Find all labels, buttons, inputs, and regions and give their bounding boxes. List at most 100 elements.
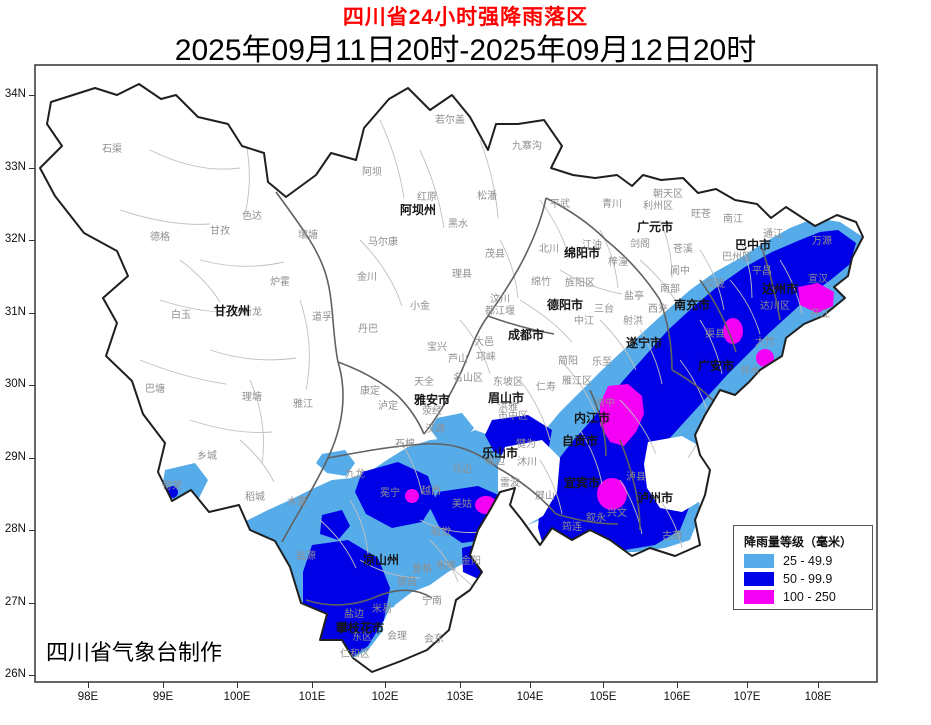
legend-box: 降雨量等级（毫米） 25 - 49.9 50 - 99.9 100 - 250	[733, 525, 873, 610]
lon-tick-mark	[236, 682, 238, 688]
county-label: 甘孜	[210, 226, 230, 237]
county-label: 巴州区	[722, 252, 752, 263]
prefecture-boundaries	[275, 191, 781, 606]
county-label: 雁江区	[562, 376, 592, 387]
county-label: 宣汉	[808, 274, 828, 285]
county-label: 木里	[287, 497, 307, 508]
county-label: 犍为	[516, 439, 536, 450]
county-label: 康定	[360, 386, 380, 397]
province-outline	[39, 83, 864, 673]
county-label: 朝天区	[653, 189, 683, 200]
county-label: 名山区	[453, 373, 483, 384]
county-label: 东坡区	[493, 377, 523, 388]
county-boundaries	[119, 119, 803, 609]
lat-tick-mark	[29, 457, 35, 459]
county-label: 剑阁	[630, 239, 650, 250]
prefecture-label: 宜宾市	[563, 476, 601, 490]
county-label: 石渠	[102, 144, 122, 155]
county-label: 古蔺	[662, 531, 682, 542]
county-label: 兴文	[607, 508, 627, 519]
lat-tick-label: 32N	[4, 233, 26, 245]
county-label: 泸县	[626, 472, 646, 483]
prefecture-label: 达州市	[761, 282, 799, 296]
county-label: 炉霍	[270, 277, 290, 288]
prefecture-label: 雅安市	[413, 393, 451, 407]
prefecture-label: 眉山市	[487, 391, 525, 405]
prefecture-label: 凉山州	[362, 553, 400, 567]
county-label: 屏山	[535, 491, 555, 502]
lon-tick-label: 105E	[589, 691, 617, 703]
county-label: 盐源	[296, 551, 316, 562]
prefecture-label: 德阳市	[546, 298, 584, 312]
legend-title: 降雨量等级（毫米）	[744, 535, 853, 549]
prefecture-label: 阿坝州	[399, 203, 437, 217]
county-label: 金川	[357, 272, 377, 283]
legend-label: 50 - 99.9	[783, 572, 833, 586]
prefecture-label: 甘孜州	[213, 304, 251, 318]
county-label: 阿坝	[362, 167, 382, 178]
county-label: 理县	[452, 269, 472, 280]
map-frame	[34, 64, 878, 683]
county-label: 理塘	[242, 392, 262, 403]
prefecture-label: 泸州市	[636, 491, 674, 505]
county-label: 筠连	[562, 522, 582, 533]
rain-extreme-layer	[405, 283, 834, 514]
county-label: 中江	[574, 316, 594, 327]
county-label: 马尔康	[368, 237, 398, 248]
county-label: 三台	[594, 304, 614, 315]
lon-tick-mark	[311, 682, 313, 688]
county-label: 昭觉	[431, 527, 451, 538]
county-label: 大邑	[474, 337, 494, 348]
county-label: 冕宁	[380, 488, 400, 499]
county-label: 射洪	[623, 316, 643, 327]
county-label: 小金	[410, 301, 430, 312]
lon-tick-label: 100E	[223, 691, 251, 703]
county-label: 宁南	[422, 596, 442, 607]
county-label: 都江堰	[485, 306, 515, 317]
legend-row-light: 25 - 49.9	[744, 554, 864, 568]
county-label: 邛崃	[476, 352, 496, 363]
county-label: 壤塘	[298, 230, 318, 241]
county-label: 白玉	[171, 310, 191, 321]
county-label: 会东	[424, 634, 444, 645]
county-label: 洪雅	[498, 402, 518, 413]
lat-tick-mark	[29, 239, 35, 241]
lon-tick-label: 101E	[298, 691, 326, 703]
lon-tick-label: 104E	[516, 691, 544, 703]
county-label: 利州区	[643, 201, 673, 212]
prefecture-label: 攀枝花市	[335, 621, 385, 635]
county-label: 米易	[372, 604, 392, 615]
county-label: 邻水	[740, 366, 760, 377]
lat-tick-mark	[29, 94, 35, 96]
county-label: 道孚	[312, 312, 332, 323]
rainfall-layers	[119, 119, 863, 664]
county-label: 黑水	[448, 219, 468, 230]
lon-tick-mark	[87, 682, 89, 688]
lon-tick-mark	[162, 682, 164, 688]
lon-tick-mark	[384, 682, 386, 688]
lat-tick-mark	[29, 602, 35, 604]
lat-tick-label: 28N	[4, 523, 26, 535]
county-label: 阆中	[670, 266, 690, 277]
lon-tick-mark	[817, 682, 819, 688]
county-label: 红原	[417, 192, 437, 203]
county-label: 荥经	[422, 406, 442, 417]
county-label: 雷波	[500, 478, 520, 489]
county-label: 梓潼	[608, 257, 628, 268]
lon-tick-mark	[746, 682, 748, 688]
lat-tick-label: 33N	[4, 161, 26, 173]
lon-tick-label: 103E	[446, 691, 474, 703]
county-label: 南部	[660, 284, 680, 295]
prefecture-label: 绵阳市	[563, 246, 601, 260]
county-label: 会理	[387, 631, 407, 642]
county-label: 南江	[723, 214, 743, 225]
county-label: 盐边	[344, 609, 364, 620]
county-label: 北川	[539, 244, 559, 255]
prefecture-label: 巴中市	[734, 238, 772, 252]
county-label: 大竹	[755, 337, 775, 348]
lat-tick-mark	[29, 529, 35, 531]
county-label: 叙永	[586, 513, 606, 524]
county-label: 市中区	[498, 411, 528, 422]
county-label: 九龙	[345, 469, 365, 480]
county-label: 布拖	[436, 561, 456, 572]
